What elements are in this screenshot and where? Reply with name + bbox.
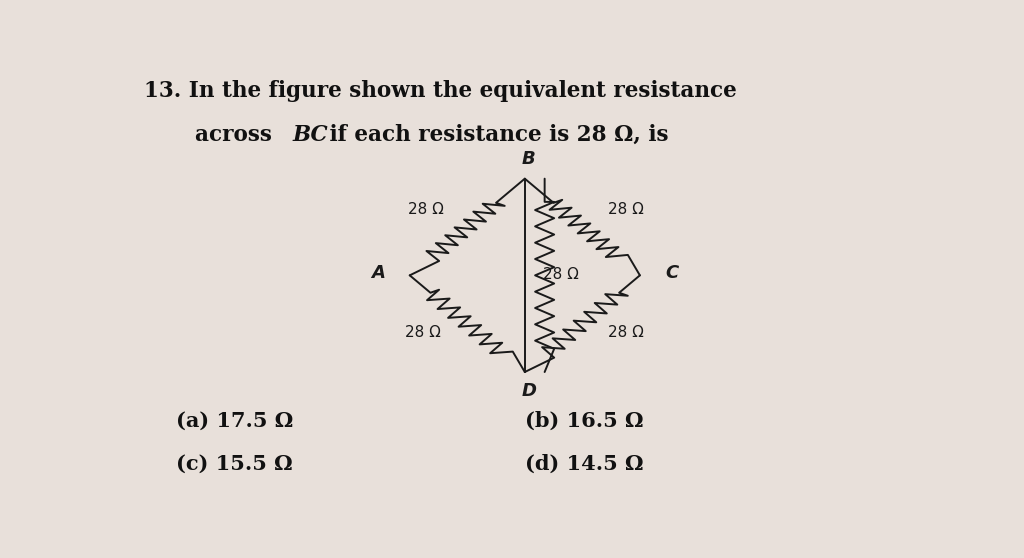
Text: 28 Ω: 28 Ω — [406, 325, 441, 340]
Text: if each resistance is 28 Ω, is: if each resistance is 28 Ω, is — [323, 124, 669, 146]
Text: 13. In the figure shown the equivalent resistance: 13. In the figure shown the equivalent r… — [143, 80, 736, 102]
Text: B: B — [522, 150, 536, 169]
Text: 28 Ω: 28 Ω — [543, 267, 579, 282]
Text: 28 Ω: 28 Ω — [608, 325, 644, 340]
Text: C: C — [665, 264, 678, 282]
Text: (c) 15.5 Ω: (c) 15.5 Ω — [176, 454, 293, 474]
Text: across: across — [196, 124, 280, 146]
Text: 28 Ω: 28 Ω — [608, 202, 644, 217]
Text: BC: BC — [292, 124, 328, 146]
Text: (d) 14.5 Ω: (d) 14.5 Ω — [524, 454, 643, 474]
Text: (b) 16.5 Ω: (b) 16.5 Ω — [524, 411, 643, 431]
Text: A: A — [371, 264, 385, 282]
Text: (a) 17.5 Ω: (a) 17.5 Ω — [176, 411, 293, 431]
Text: 28 Ω: 28 Ω — [408, 202, 443, 217]
Text: D: D — [521, 382, 537, 400]
